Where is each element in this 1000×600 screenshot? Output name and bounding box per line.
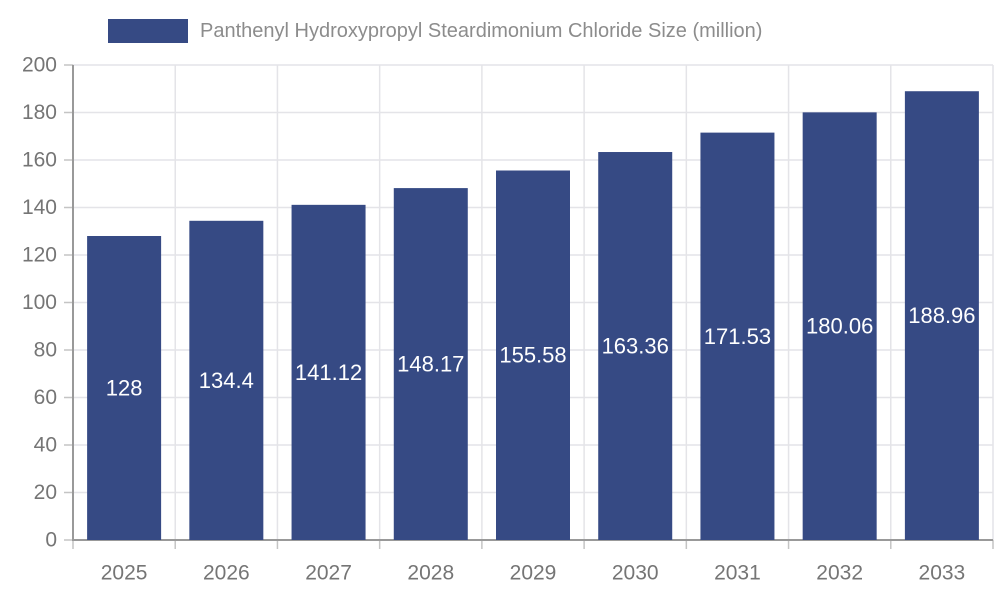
y-tick-label: 0 — [45, 529, 57, 552]
y-tick-label: 100 — [22, 291, 57, 314]
legend-swatch[interactable] — [108, 19, 188, 43]
bar-value-label: 188.96 — [908, 303, 975, 328]
legend-item[interactable]: Panthenyl Hydroxypropyl Steardimonium Ch… — [108, 19, 762, 43]
y-tick-label: 160 — [22, 149, 57, 172]
x-tick-label: 2025 — [101, 562, 148, 585]
bar-value-label: 180.06 — [806, 314, 873, 339]
bar-value-label: 155.58 — [499, 343, 566, 368]
bar-value-label: 128 — [106, 376, 143, 401]
x-tick-label: 2031 — [714, 562, 761, 585]
bar[interactable] — [496, 170, 570, 540]
bar[interactable] — [598, 152, 673, 540]
bar-value-label: 171.53 — [704, 324, 771, 349]
y-tick-label: 180 — [22, 101, 57, 124]
bar[interactable] — [189, 220, 264, 541]
bar[interactable] — [393, 188, 468, 540]
y-tick-label: 20 — [34, 481, 57, 504]
y-tick-label: 60 — [34, 386, 57, 409]
x-tick-label: 2032 — [816, 562, 863, 585]
y-tick-label: 120 — [22, 244, 57, 267]
y-tick-label: 140 — [22, 196, 57, 219]
legend-label: Panthenyl Hydroxypropyl Steardimonium Ch… — [200, 20, 763, 42]
bar-value-label: 148.17 — [397, 352, 464, 377]
bar-value-label: 141.12 — [295, 360, 362, 385]
bar[interactable] — [802, 112, 877, 541]
x-tick-label: 2033 — [919, 562, 966, 585]
y-tick-label: 80 — [34, 339, 57, 362]
bar[interactable] — [700, 132, 775, 540]
x-tick-label: 2026 — [203, 562, 250, 585]
x-tick-label: 2027 — [305, 562, 352, 585]
bar[interactable] — [87, 236, 162, 540]
bar[interactable] — [904, 91, 979, 540]
y-tick-label: 200 — [22, 54, 57, 77]
x-tick-label: 2029 — [510, 562, 557, 585]
bar[interactable] — [291, 204, 366, 540]
bar-value-label: 163.36 — [602, 334, 669, 359]
x-tick-label: 2028 — [407, 562, 454, 585]
x-tick-label: 2030 — [612, 562, 659, 585]
y-tick-label: 40 — [34, 434, 57, 457]
bar-value-label: 134.4 — [199, 368, 254, 393]
